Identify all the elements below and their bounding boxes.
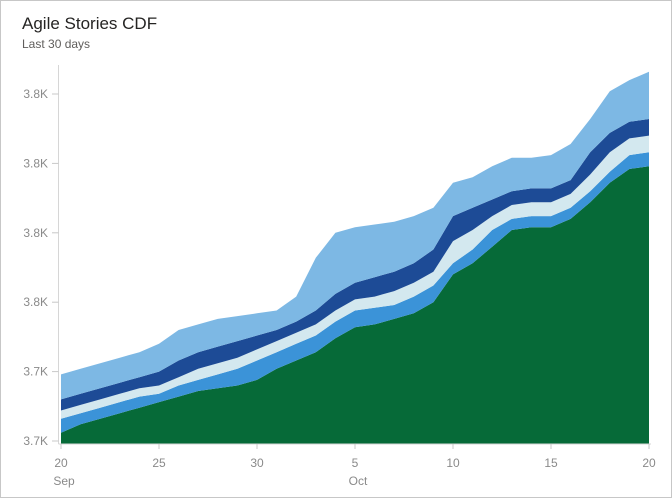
area-series-light-blue[interactable] (61, 71, 649, 400)
x-tick-label: 5 (352, 456, 359, 470)
y-tick-label: 3.7K (23, 434, 48, 448)
x-tick-label: 20 (54, 456, 68, 470)
y-tick-label: 3.8K (23, 295, 48, 309)
chart-title: Agile Stories CDF (22, 14, 158, 33)
y-tick-label: 3.8K (23, 87, 48, 101)
area-series-medium-blue[interactable] (61, 152, 649, 433)
y-tick-label: 3.7K (23, 365, 48, 379)
area-series-green[interactable] (61, 166, 649, 444)
x-tick-label: 15 (544, 456, 558, 470)
chart-subtitle: Last 30 days (22, 37, 91, 51)
x-tick-label: 10 (446, 456, 460, 470)
x-tick-label: 20 (642, 456, 656, 470)
x-tick-label: 30 (250, 456, 264, 470)
x-axis-month-label: Oct (349, 474, 368, 488)
y-tick-label: 3.8K (23, 156, 48, 170)
x-tick-label: 25 (152, 456, 166, 470)
x-axis-month-label: Sep (53, 474, 75, 488)
y-tick-label: 3.8K (23, 226, 48, 240)
